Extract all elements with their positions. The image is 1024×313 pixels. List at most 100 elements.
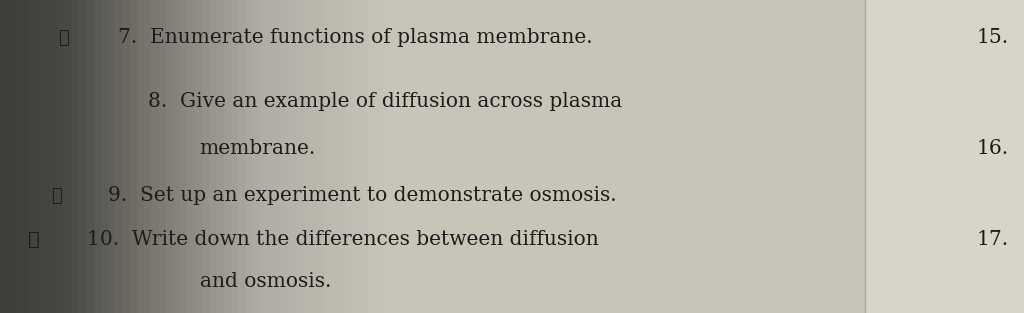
Text: 17.: 17. xyxy=(977,230,1009,249)
Bar xyxy=(252,0,260,313)
Text: 16.: 16. xyxy=(977,139,1009,158)
Bar xyxy=(628,0,635,313)
Bar xyxy=(794,0,801,313)
Bar xyxy=(282,0,289,313)
Bar xyxy=(296,0,303,313)
Bar xyxy=(123,0,130,313)
Bar xyxy=(801,0,808,313)
Bar xyxy=(332,0,339,313)
Text: ✓: ✓ xyxy=(51,187,61,205)
Bar xyxy=(462,0,469,313)
Bar xyxy=(664,0,671,313)
Bar xyxy=(260,0,267,313)
Bar xyxy=(476,0,483,313)
Text: and osmosis.: and osmosis. xyxy=(200,272,331,291)
Bar xyxy=(7,0,14,313)
Bar xyxy=(79,0,86,313)
Bar xyxy=(735,0,742,313)
Bar xyxy=(742,0,750,313)
Bar xyxy=(728,0,735,313)
Bar xyxy=(36,0,43,313)
Bar xyxy=(159,0,166,313)
Bar xyxy=(605,0,613,313)
Bar xyxy=(223,0,230,313)
Bar xyxy=(678,0,685,313)
Bar xyxy=(375,0,382,313)
Bar xyxy=(0,0,7,313)
Bar xyxy=(490,0,498,313)
Text: 10.  Write down the differences between diffusion: 10. Write down the differences between d… xyxy=(87,230,599,249)
Bar xyxy=(815,0,822,313)
Bar xyxy=(360,0,368,313)
Bar xyxy=(382,0,389,313)
Bar xyxy=(368,0,375,313)
Bar xyxy=(808,0,815,313)
Bar xyxy=(851,0,858,313)
Bar xyxy=(469,0,476,313)
Bar xyxy=(109,0,116,313)
Bar xyxy=(325,0,332,313)
Bar xyxy=(555,0,562,313)
Bar xyxy=(757,0,764,313)
Bar xyxy=(569,0,577,313)
Bar xyxy=(642,0,649,313)
Bar xyxy=(303,0,310,313)
Bar xyxy=(541,0,548,313)
Bar xyxy=(418,0,425,313)
Text: ✓: ✓ xyxy=(28,230,40,249)
Bar xyxy=(519,0,526,313)
Bar xyxy=(57,0,65,313)
Text: ✓: ✓ xyxy=(58,28,69,47)
Bar xyxy=(635,0,642,313)
Bar xyxy=(396,0,403,313)
Bar xyxy=(440,0,447,313)
Bar xyxy=(505,0,512,313)
Bar xyxy=(180,0,187,313)
Bar xyxy=(526,0,534,313)
Bar xyxy=(187,0,195,313)
Text: 8.  Give an example of diffusion across plasma: 8. Give an example of diffusion across p… xyxy=(148,92,623,111)
Bar xyxy=(432,0,440,313)
Bar xyxy=(771,0,778,313)
Bar xyxy=(72,0,79,313)
Bar xyxy=(209,0,216,313)
Bar xyxy=(591,0,598,313)
Bar xyxy=(562,0,569,313)
Bar xyxy=(267,0,274,313)
Bar xyxy=(483,0,490,313)
Bar xyxy=(455,0,462,313)
Bar xyxy=(116,0,123,313)
Bar xyxy=(274,0,282,313)
Bar xyxy=(750,0,757,313)
Bar xyxy=(649,0,656,313)
Bar xyxy=(707,0,714,313)
Bar xyxy=(195,0,202,313)
Bar xyxy=(425,0,432,313)
Bar xyxy=(202,0,209,313)
Bar xyxy=(721,0,728,313)
Bar xyxy=(310,0,317,313)
Bar xyxy=(822,0,829,313)
Bar xyxy=(577,0,584,313)
Bar xyxy=(86,0,94,313)
Text: membrane.: membrane. xyxy=(200,139,316,158)
Bar xyxy=(534,0,541,313)
Bar xyxy=(43,0,50,313)
Bar xyxy=(844,0,851,313)
Bar xyxy=(403,0,411,313)
Bar xyxy=(339,0,346,313)
Bar xyxy=(548,0,555,313)
Bar xyxy=(865,0,1024,313)
Bar xyxy=(346,0,353,313)
Bar xyxy=(289,0,296,313)
Bar xyxy=(764,0,771,313)
Bar xyxy=(130,0,137,313)
Bar xyxy=(245,0,252,313)
Bar xyxy=(152,0,159,313)
Bar xyxy=(101,0,109,313)
Bar xyxy=(671,0,678,313)
Bar xyxy=(685,0,692,313)
Bar xyxy=(837,0,844,313)
Text: 15.: 15. xyxy=(977,28,1009,47)
Bar xyxy=(613,0,621,313)
